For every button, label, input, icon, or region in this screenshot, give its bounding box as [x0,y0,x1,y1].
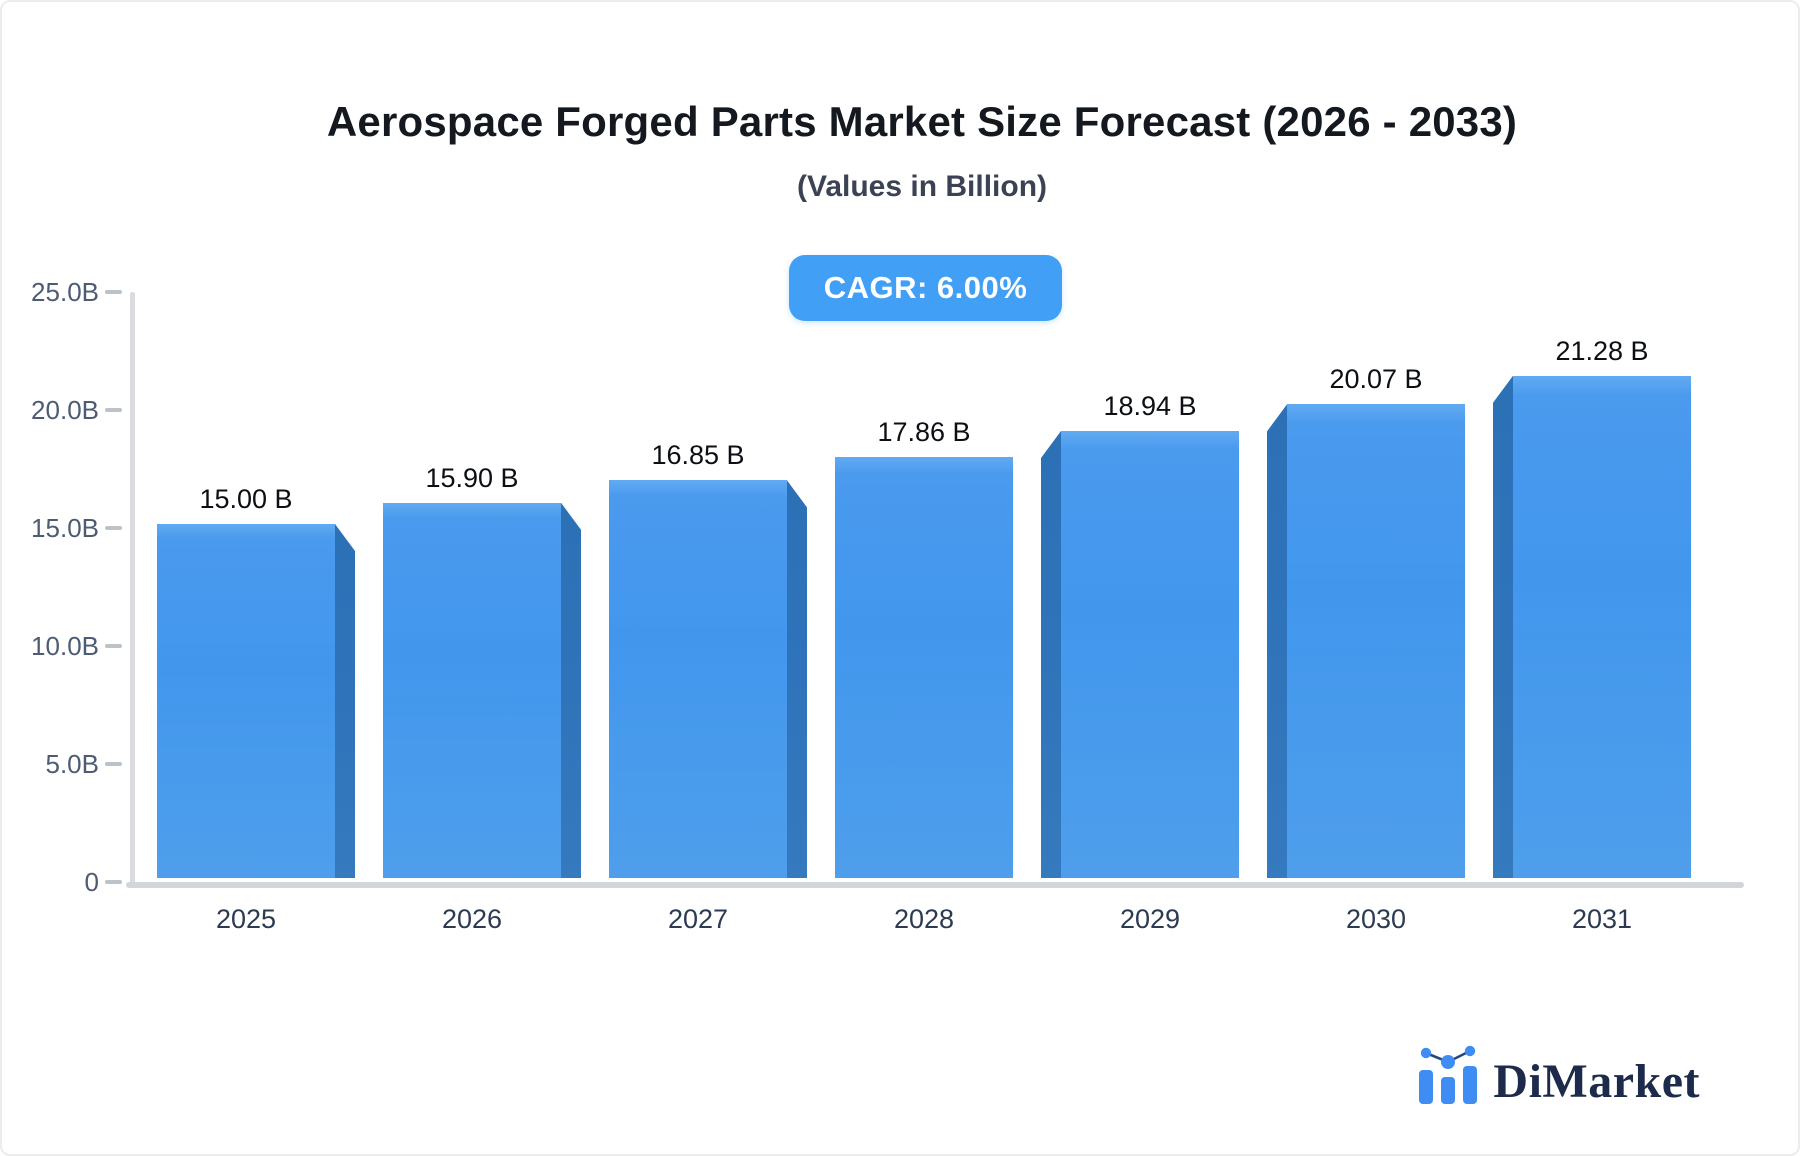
bar-2025 [157,524,335,878]
bar-2029 [1061,431,1239,878]
brand-logo-text: DiMarket [1493,1055,1700,1108]
y-axis-tick-label: 5.0B [45,749,100,779]
y-axis-tick-label: 10.0B [31,631,99,661]
bar-2030 [1287,404,1465,878]
x-axis-label: 2027 [667,904,729,934]
bar-value-label: 15.90 B [425,462,519,493]
chart-subtitle: (Values in Billion) [796,170,1048,203]
brand-logo: DiMarket [1418,1036,1700,1106]
bar-2031 [1513,375,1691,878]
y-axis-tick-label: 25.0B [31,277,99,307]
bar-value-label: 17.86 B [877,416,971,447]
bar-2026 [383,502,561,878]
bar-side-face [561,502,581,878]
bar-side-face [1267,404,1287,878]
x-axis-label: 2028 [893,904,955,934]
y-axis-tick-dash [105,644,122,648]
y-axis-tick-dash [105,880,122,884]
bar-side-face [335,524,355,878]
bar-line-chart-icon [1419,1045,1478,1104]
y-axis-tick-dash [105,526,122,530]
x-axis-label: 2029 [1119,904,1181,934]
y-axis-tick-dash [105,762,122,766]
bar-value-label: 16.85 B [651,440,745,471]
bar-value-label: 15.00 B [199,484,293,514]
bar-side-face [1041,431,1061,878]
x-axis-label: 2030 [1345,904,1407,934]
x-axis-label: 2026 [441,904,503,934]
y-axis-tick-dash [105,290,122,294]
bar-value-label: 18.94 B [1103,391,1197,422]
y-axis-line [130,292,135,884]
bar-value-label: 21.28 B [1555,335,1649,366]
x-axis-line [126,882,1744,888]
bar-side-face [787,480,807,878]
bar-2028 [835,456,1013,878]
y-axis-tick-label: 0 [84,867,99,897]
y-axis-tick-label: 20.0B [31,395,99,425]
bar-2027 [609,480,787,878]
x-axis-label: 2031 [1571,904,1633,934]
y-axis-tick-dash [105,408,122,412]
chart-title: Aerospace Forged Parts Market Size Forec… [326,98,1518,145]
bar-side-face [1493,375,1513,878]
y-axis-tick-label: 15.0B [31,513,99,543]
cagr-badge: CAGR: 6.00% [789,255,1062,321]
x-axis-label: 2025 [215,904,277,934]
bar-value-label: 20.07 B [1329,364,1423,395]
